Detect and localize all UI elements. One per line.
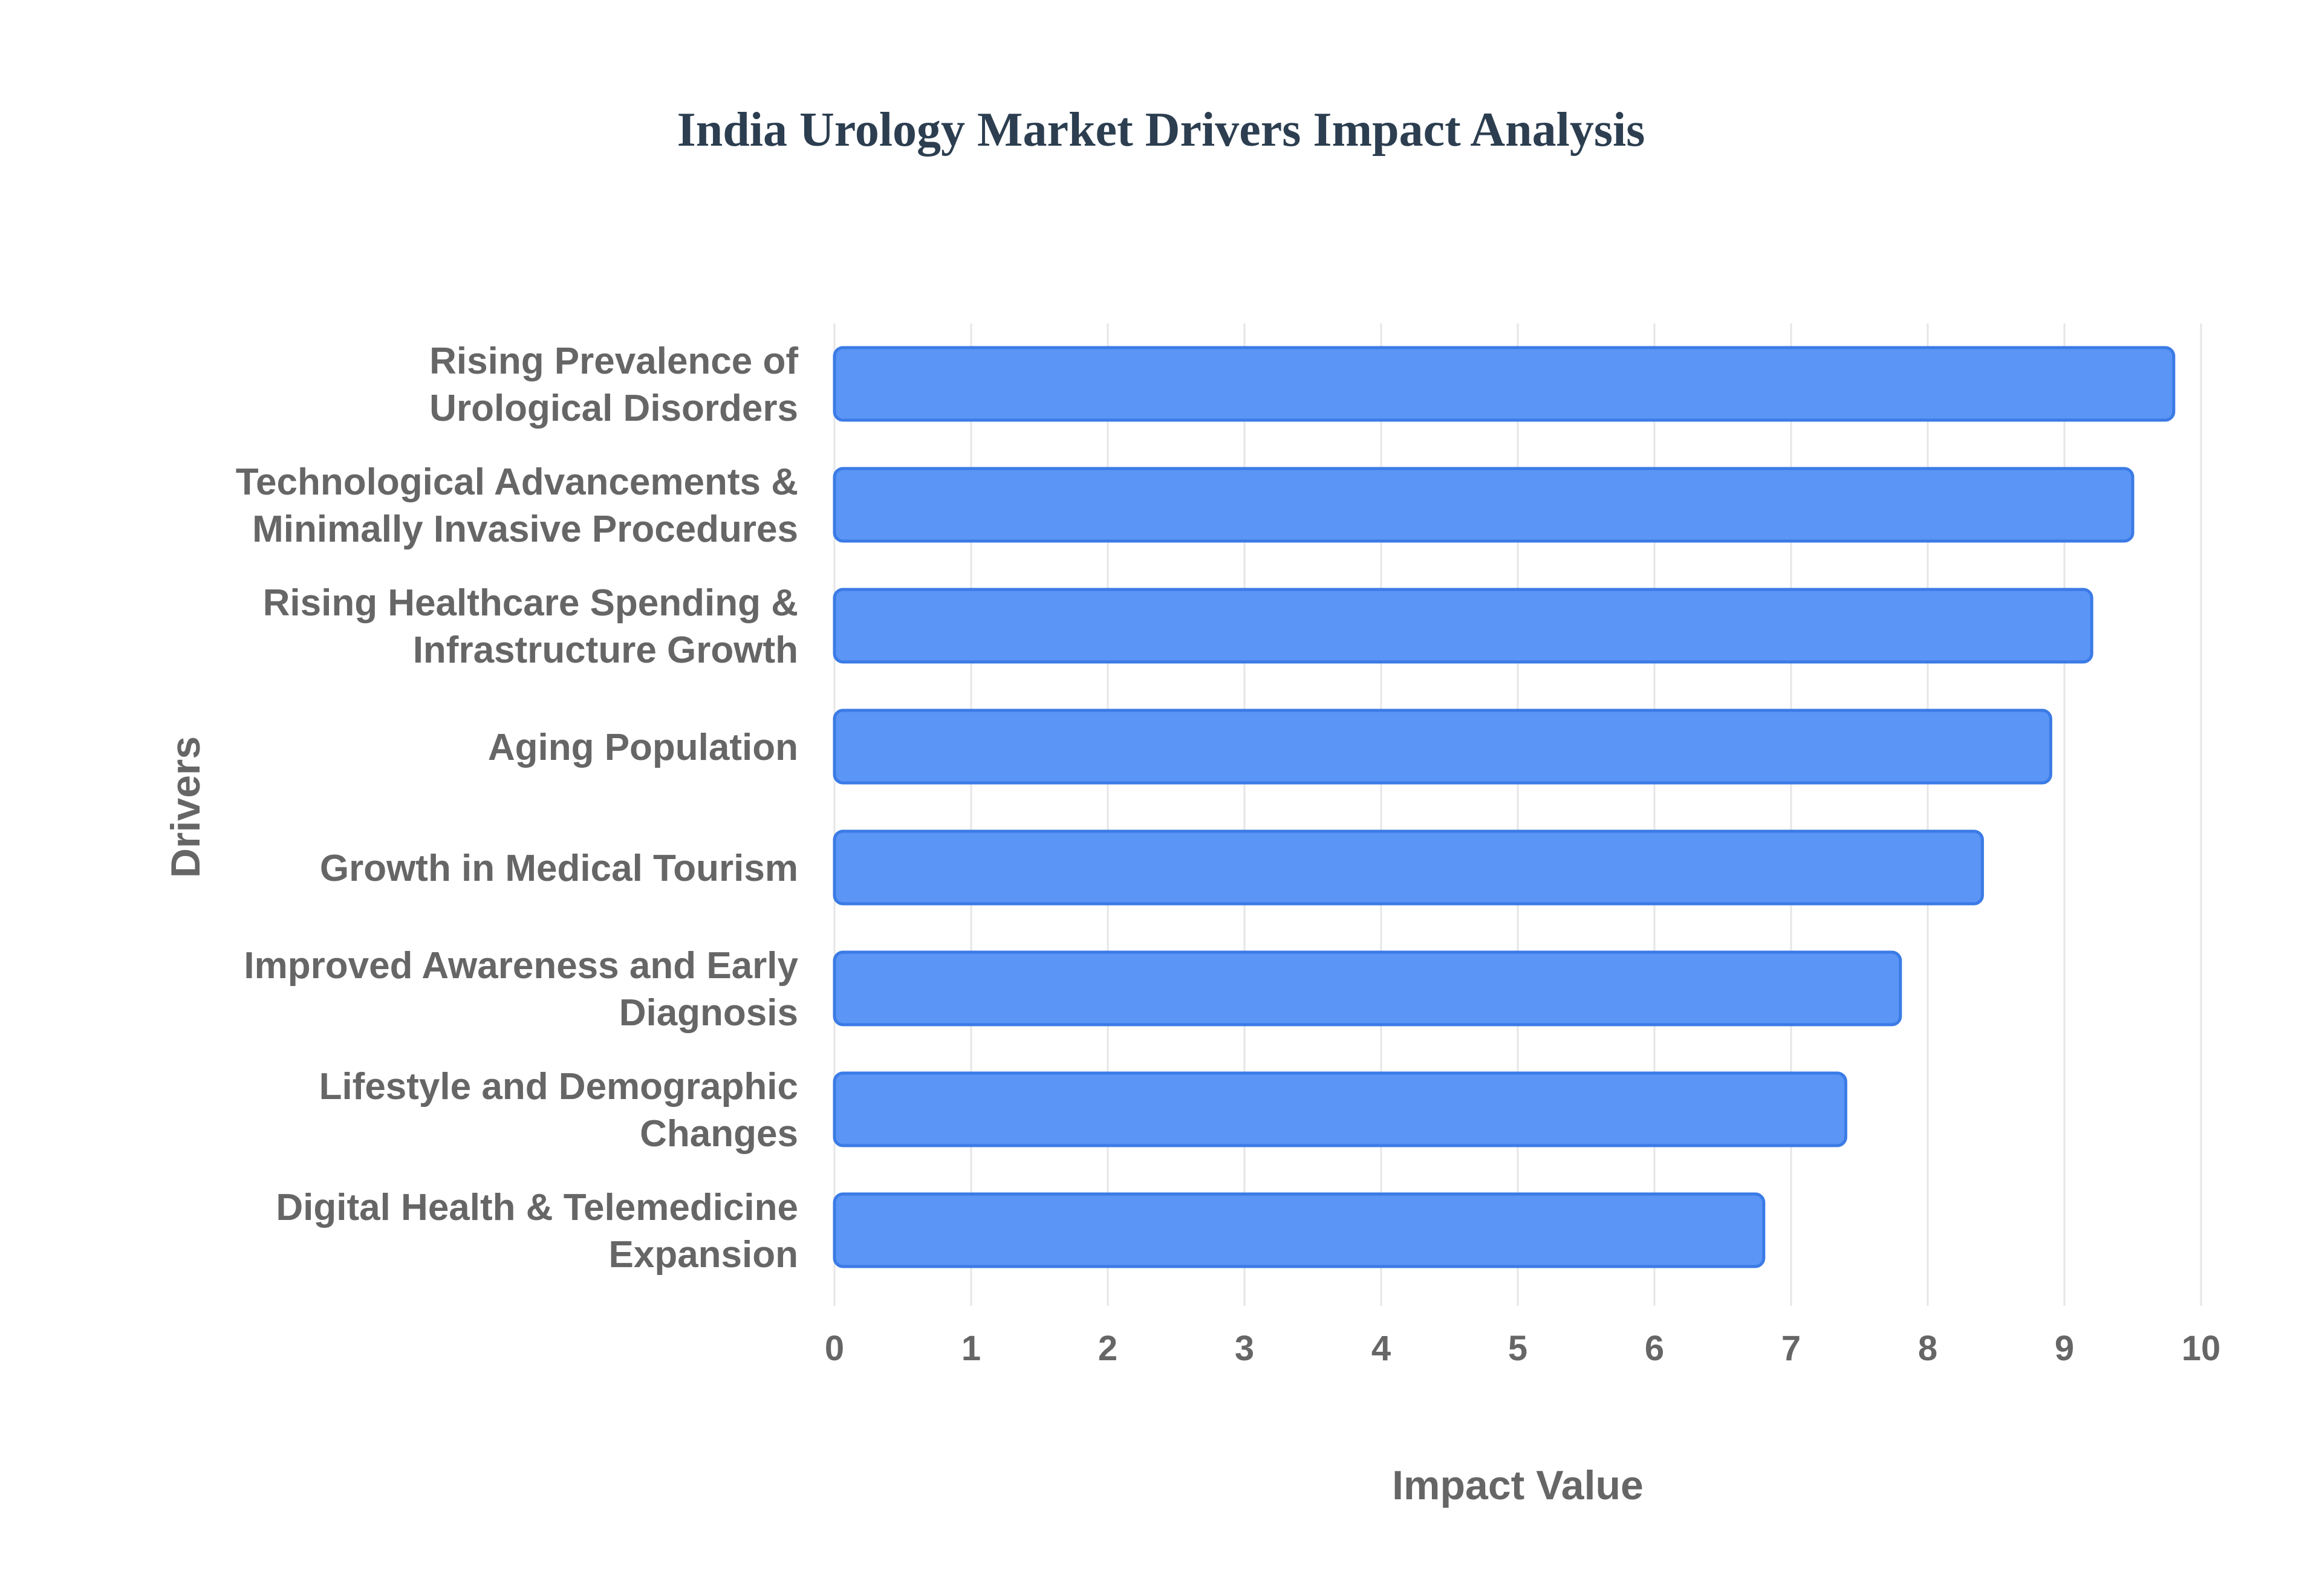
x-tick-label: 5	[1508, 1329, 1527, 1368]
x-tick-label: 1	[961, 1329, 981, 1368]
category-label: Rising Prevalence of Urological Disorders	[429, 340, 798, 429]
category-label: Lifestyle and Demographic Changes	[319, 1066, 798, 1155]
x-tick-label: 0	[825, 1329, 844, 1368]
y-axis-title: Drivers	[163, 736, 209, 878]
category-label: Technological Advancements & Minimally In…	[236, 461, 798, 550]
bar	[833, 346, 2176, 422]
x-tick-label: 8	[1918, 1329, 1937, 1368]
bar	[833, 467, 2135, 543]
category-label: Improved Awareness and Early Diagnosis	[244, 945, 798, 1034]
bar	[833, 950, 1902, 1027]
x-tick-label: 2	[1098, 1329, 1117, 1368]
x-tick-label: 10	[2182, 1329, 2221, 1368]
chart-title: India Urology Market Drivers Impact Anal…	[677, 103, 1645, 157]
x-tick-label: 4	[1371, 1329, 1391, 1368]
bar	[833, 1192, 1766, 1268]
x-tick-label: 6	[1645, 1329, 1664, 1368]
bar	[833, 829, 1984, 906]
category-label: Aging Population	[488, 727, 798, 768]
bars	[833, 346, 2176, 1268]
bar	[833, 1071, 1847, 1147]
category-label: Digital Health & Telemedicine Expansion	[276, 1187, 798, 1276]
category-labels: Rising Prevalence of Urological Disorders…	[236, 340, 799, 1276]
x-tick-label: 9	[2055, 1329, 2074, 1368]
x-tick-label: 7	[1781, 1329, 1801, 1368]
category-label: Rising Healthcare Spending & Infrastructu…	[263, 582, 798, 671]
x-axis-title: Impact Value	[1392, 1462, 1644, 1508]
x-tick-label: 3	[1235, 1329, 1254, 1368]
category-label: Growth in Medical Tourism	[320, 848, 798, 889]
bar	[833, 709, 2052, 785]
bar	[833, 588, 2093, 664]
x-tick-labels: 0 1 2 3 4 5 6 7 8 9 10	[825, 1329, 2220, 1368]
